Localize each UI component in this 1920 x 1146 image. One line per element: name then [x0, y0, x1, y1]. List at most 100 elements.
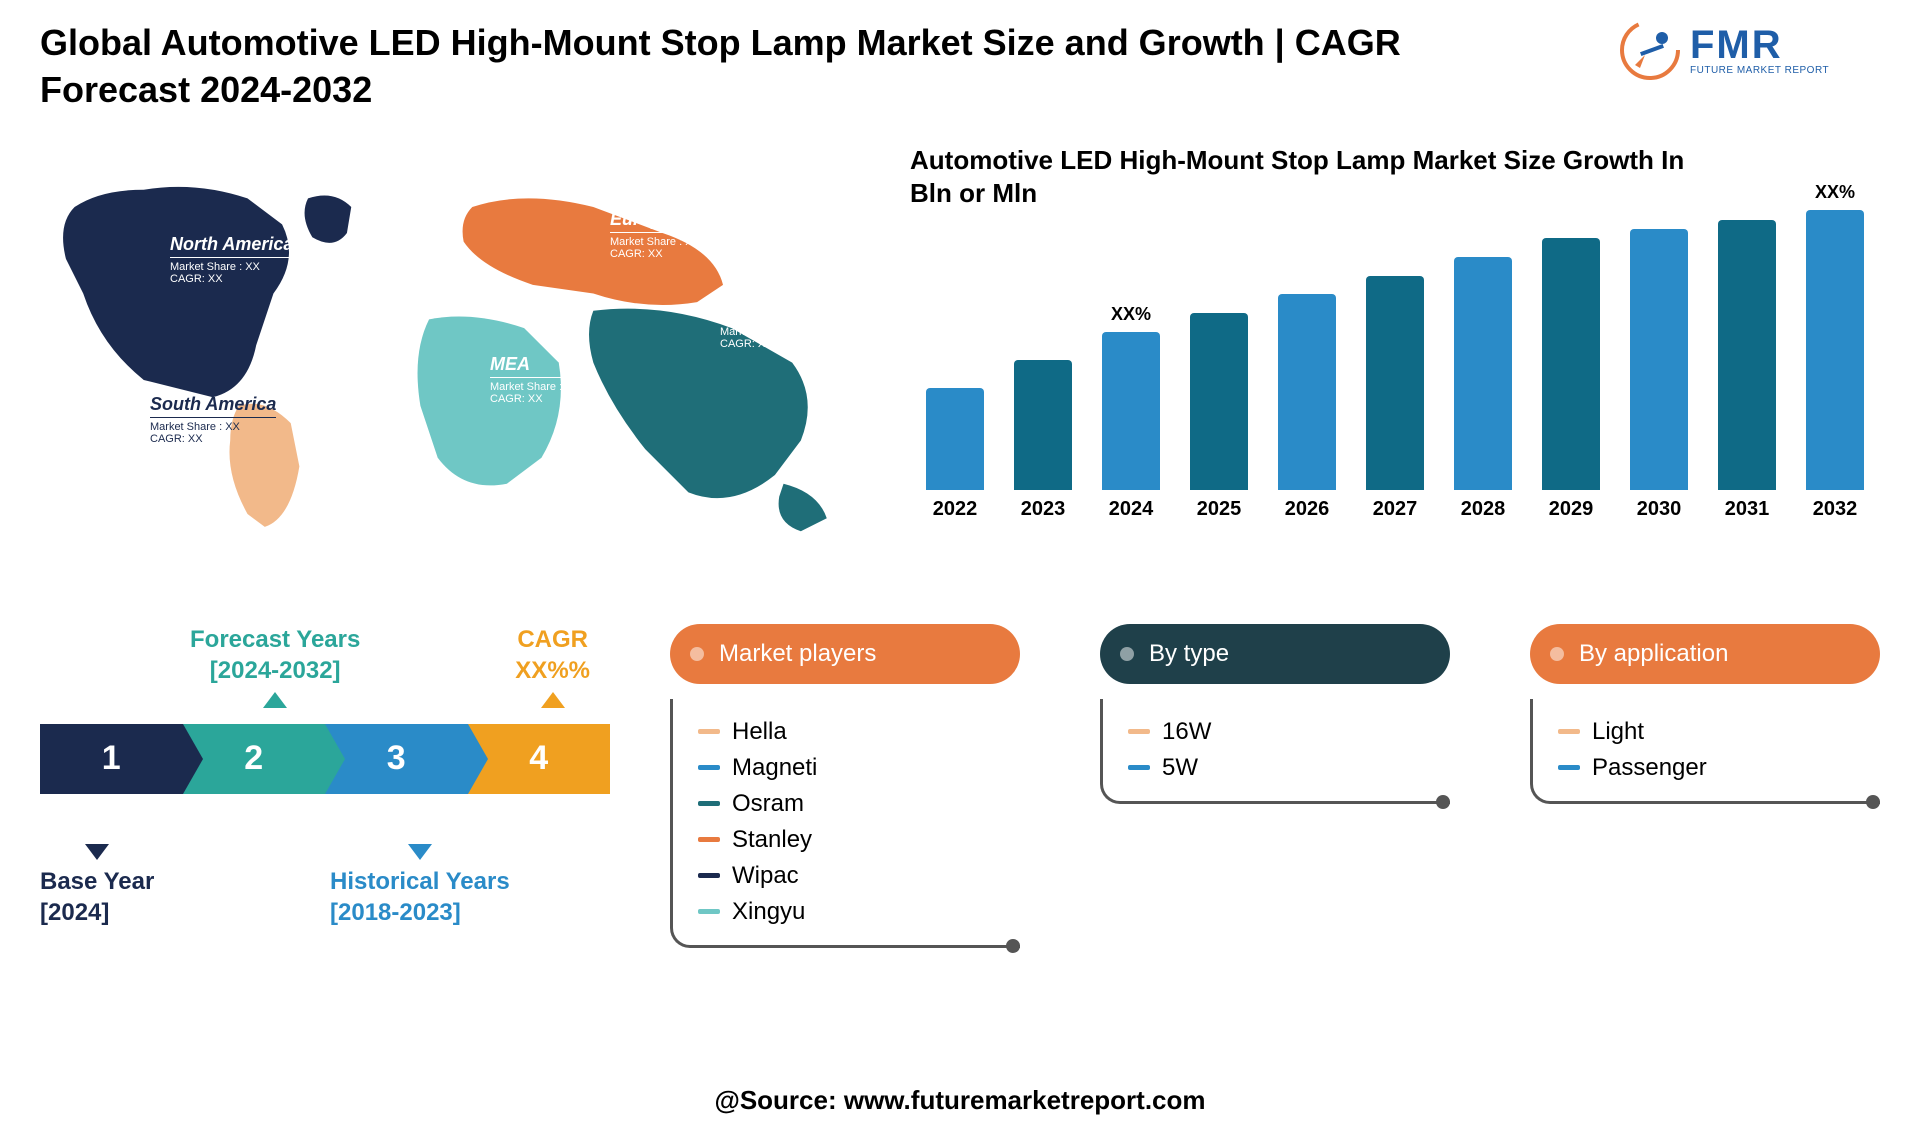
- forecast-label: Forecast Years [2024-2032]: [190, 624, 360, 708]
- by-application-list: Light Passenger: [1530, 699, 1880, 804]
- list-item: Light: [1558, 714, 1880, 750]
- timeline-seg-2: 2: [183, 724, 326, 794]
- by-application-block: By application Light Passenger: [1530, 624, 1880, 948]
- list-item: Osram: [698, 786, 1020, 822]
- logo-icon: [1620, 20, 1680, 80]
- label-europe: Europe Market Share : XX CAGR: XX: [610, 209, 700, 260]
- bar-year-label: 2030: [1637, 498, 1682, 521]
- bar: [1278, 294, 1336, 490]
- fmr-logo: FMR FUTURE MARKET REPORT: [1620, 10, 1880, 90]
- historical-label: Historical Years [2018-2023]: [330, 844, 510, 928]
- bar-column: XX% 2024: [1096, 332, 1166, 522]
- source-attribution: @Source: www.futuremarketreport.com: [714, 1085, 1205, 1116]
- list-item-label: Wipac: [732, 862, 799, 890]
- color-swatch: [698, 729, 720, 734]
- timeline-legend: Forecast Years [2024-2032] CAGR XX%% 1 2…: [40, 624, 610, 1004]
- bar-column: 2028: [1448, 257, 1518, 521]
- by-type-list: 16W5W: [1100, 699, 1450, 804]
- bar-column: 2023: [1008, 360, 1078, 522]
- logo-text-sub: FUTURE MARKET REPORT: [1690, 65, 1829, 76]
- list-item-label: Passenger: [1592, 754, 1707, 782]
- bar-year-label: 2027: [1373, 498, 1418, 521]
- bar-year-label: 2032: [1813, 498, 1858, 521]
- bars-container: 20222023XX%20242025202620272028202920302…: [910, 221, 1880, 521]
- bar-year-label: 2029: [1549, 498, 1594, 521]
- page-title: Global Automotive LED High-Mount Stop La…: [40, 20, 1540, 114]
- pill-dot-icon: [1550, 647, 1564, 661]
- timeline-seg-1: 1: [40, 724, 183, 794]
- map-svg: [40, 144, 870, 564]
- bar-annotation: XX%: [1815, 182, 1855, 203]
- by-application-header: By application: [1530, 624, 1880, 684]
- bar-column: 2022: [920, 388, 990, 522]
- bar: [926, 388, 984, 491]
- market-players-list: Hella Magneti Osram Stanley Wipac Xingyu: [670, 699, 1020, 948]
- logo-text-main: FMR: [1690, 25, 1829, 65]
- bar-annotation: XX%: [1111, 304, 1151, 325]
- color-swatch: [698, 837, 720, 842]
- bar: [1718, 220, 1776, 491]
- color-swatch: [1128, 765, 1150, 770]
- list-item-label: 5W: [1162, 754, 1198, 782]
- timeline-seg-4: 4: [468, 724, 611, 794]
- list-item: Stanley: [698, 822, 1020, 858]
- bar: [1542, 238, 1600, 490]
- base-year-label: Base Year [2024]: [40, 844, 154, 928]
- bar: XX%: [1806, 210, 1864, 490]
- list-item: Hella: [698, 714, 1020, 750]
- list-item: Xingyu: [698, 894, 1020, 930]
- by-type-block: By type 16W5W: [1100, 624, 1450, 948]
- list-item-label: Stanley: [732, 826, 812, 854]
- label-south-america: South America Market Share : XX CAGR: XX: [150, 394, 276, 445]
- color-swatch: [1558, 765, 1580, 770]
- bar-year-label: 2025: [1197, 498, 1242, 521]
- bar-column: XX% 2032: [1800, 210, 1870, 521]
- bar-year-label: 2023: [1021, 498, 1066, 521]
- label-asia-pacific: Asia Pacific Market Share : XX CAGR: XX: [720, 299, 821, 350]
- timeline-bar: 1 2 3 4: [40, 724, 610, 794]
- bar: [1630, 229, 1688, 490]
- bar-year-label: 2028: [1461, 498, 1506, 521]
- list-item: Magneti: [698, 750, 1020, 786]
- list-item-label: Osram: [732, 790, 804, 818]
- list-item-label: Xingyu: [732, 898, 805, 926]
- bar: [1014, 360, 1072, 491]
- color-swatch: [698, 765, 720, 770]
- list-item-label: Hella: [732, 718, 787, 746]
- color-swatch: [1128, 729, 1150, 734]
- market-players-header: Market players: [670, 624, 1020, 684]
- bar-column: 2027: [1360, 276, 1430, 522]
- list-item-label: 16W: [1162, 718, 1211, 746]
- bar-column: 2031: [1712, 220, 1782, 522]
- list-item: Passenger: [1558, 750, 1880, 786]
- world-map: North America Market Share : XX CAGR: XX…: [40, 144, 870, 564]
- cagr-label: CAGR XX%%: [515, 624, 590, 708]
- bar-year-label: 2024: [1109, 498, 1154, 521]
- label-north-america: North America Market Share : XX CAGR: XX: [170, 234, 293, 285]
- pill-sections: Market players Hella Magneti Osram Stanley W…: [670, 624, 1880, 948]
- bar: [1190, 313, 1248, 490]
- bar-year-label: 2031: [1725, 498, 1770, 521]
- list-item: 16W: [1128, 714, 1450, 750]
- pill-dot-icon: [690, 647, 704, 661]
- label-mea: MEA Market Share : XX CAGR: XX: [490, 354, 580, 405]
- list-item-label: Magneti: [732, 754, 817, 782]
- bar-column: 2025: [1184, 313, 1254, 521]
- by-type-header: By type: [1100, 624, 1450, 684]
- list-item: Wipac: [698, 858, 1020, 894]
- color-swatch: [1558, 729, 1580, 734]
- list-item-label: Light: [1592, 718, 1644, 746]
- color-swatch: [698, 909, 720, 914]
- list-item: 5W: [1128, 750, 1450, 786]
- bar-year-label: 2022: [933, 498, 978, 521]
- bar: [1366, 276, 1424, 491]
- chart-title: Automotive LED High-Mount Stop Lamp Mark…: [910, 144, 1880, 212]
- infographic-page: Global Automotive LED High-Mount Stop La…: [0, 0, 1920, 1146]
- timeline-seg-3: 3: [325, 724, 468, 794]
- bar: [1454, 257, 1512, 490]
- region-north-america: [63, 186, 351, 396]
- color-swatch: [698, 873, 720, 878]
- bar-column: 2030: [1624, 229, 1694, 521]
- bar: XX%: [1102, 332, 1160, 491]
- bar-column: 2029: [1536, 238, 1606, 521]
